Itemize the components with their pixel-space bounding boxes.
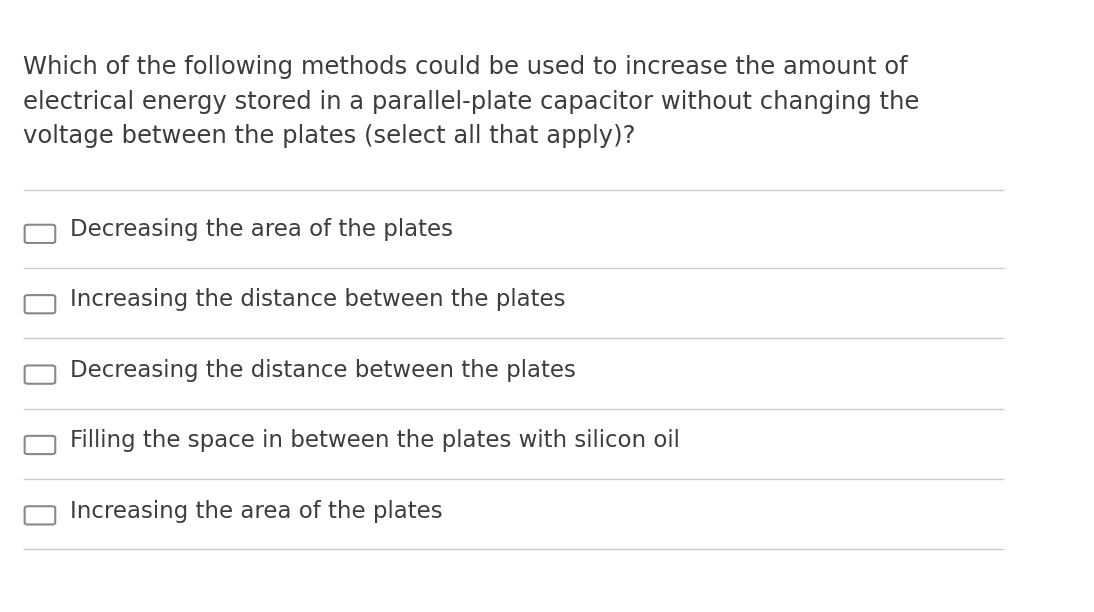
Text: Filling the space in between the plates with silicon oil: Filling the space in between the plates … bbox=[70, 429, 679, 452]
Text: Increasing the distance between the plates: Increasing the distance between the plat… bbox=[70, 288, 566, 312]
FancyBboxPatch shape bbox=[25, 365, 55, 384]
Text: Decreasing the area of the plates: Decreasing the area of the plates bbox=[70, 218, 453, 241]
FancyBboxPatch shape bbox=[25, 295, 55, 313]
Text: Which of the following methods could be used to increase the amount of
electrica: Which of the following methods could be … bbox=[23, 55, 919, 148]
FancyBboxPatch shape bbox=[25, 436, 55, 454]
Text: Increasing the area of the plates: Increasing the area of the plates bbox=[70, 499, 442, 523]
FancyBboxPatch shape bbox=[25, 506, 55, 524]
FancyBboxPatch shape bbox=[25, 225, 55, 243]
Text: Decreasing the distance between the plates: Decreasing the distance between the plat… bbox=[70, 359, 575, 382]
